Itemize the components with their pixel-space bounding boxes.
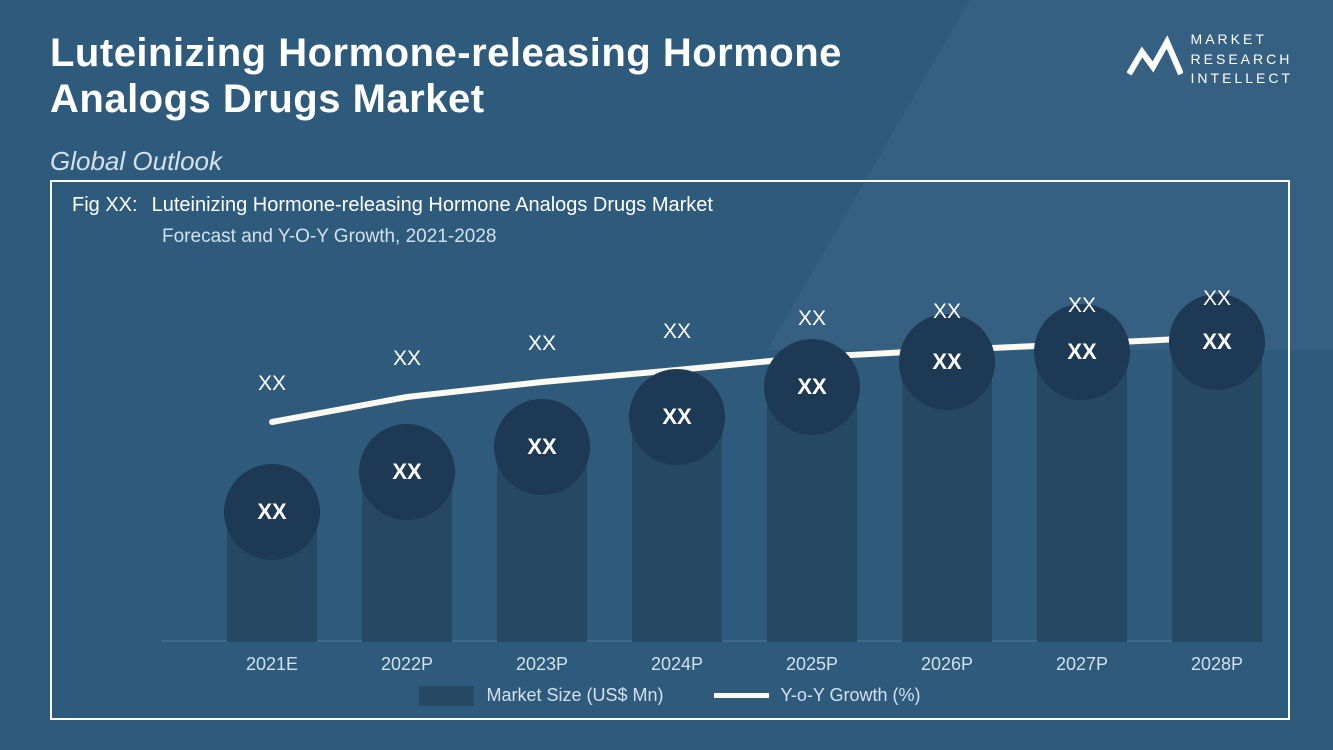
xaxis-label: 2027P	[1037, 654, 1127, 675]
chart-legend: Market Size (US$ Mn) Y-o-Y Growth (%)	[52, 685, 1288, 706]
xaxis-label: 2024P	[632, 654, 722, 675]
logo-text: MARKET RESEARCH INTELLECT	[1191, 30, 1293, 89]
chart-frame: Fig XX: Luteinizing Hormone-releasing Ho…	[50, 180, 1290, 720]
bar-group: XXXX	[1037, 352, 1127, 642]
logo: MARKET RESEARCH INTELLECT	[1127, 30, 1293, 89]
bar-group: XXXX	[362, 472, 452, 642]
chart-plot: XXXX2021EXXXX2022PXXXX2023PXXXX2024PXXXX…	[162, 262, 1262, 642]
line-value-label: XX	[227, 372, 317, 396]
page-subtitle: Global Outlook	[50, 146, 950, 177]
legend-item-bar: Market Size (US$ Mn)	[419, 685, 663, 706]
logo-text-3: INTELLECT	[1191, 69, 1293, 89]
xaxis-label: 2022P	[362, 654, 452, 675]
bar-group: XXXX	[227, 512, 317, 642]
legend-bar-swatch	[419, 686, 474, 706]
bar-value-circle: XX	[359, 424, 455, 520]
xaxis-label: 2023P	[497, 654, 587, 675]
line-value-label: XX	[362, 347, 452, 371]
bar-group: XXXX	[497, 447, 587, 642]
line-value-label: XX	[632, 320, 722, 344]
bar-value-circle: XX	[629, 369, 725, 465]
legend-bar-label: Market Size (US$ Mn)	[486, 685, 663, 706]
bar-value-circle: XX	[899, 314, 995, 410]
legend-line-swatch	[714, 693, 769, 698]
xaxis-label: 2021E	[227, 654, 317, 675]
bar-value-circle: XX	[1034, 304, 1130, 400]
bar-value-circle: XX	[764, 339, 860, 435]
logo-text-1: MARKET	[1191, 30, 1293, 50]
bar-group: XXXX	[1172, 342, 1262, 642]
xaxis-label: 2025P	[767, 654, 857, 675]
fig-title: Luteinizing Hormone-releasing Hormone An…	[152, 194, 713, 217]
bar-value-circle: XX	[224, 464, 320, 560]
line-value-label: XX	[767, 307, 857, 331]
bar-group: XXXX	[632, 417, 722, 642]
xaxis-label: 2026P	[902, 654, 992, 675]
xaxis-label: 2028P	[1172, 654, 1262, 675]
header: Luteinizing Hormone-releasing Hormone An…	[50, 30, 950, 177]
legend-line-label: Y-o-Y Growth (%)	[781, 685, 921, 706]
line-value-label: XX	[497, 332, 587, 356]
logo-text-2: RESEARCH	[1191, 50, 1293, 70]
fig-subtitle: Forecast and Y-O-Y Growth, 2021-2028	[162, 226, 496, 248]
bar-group: XXXX	[767, 387, 857, 642]
logo-icon	[1127, 34, 1183, 84]
bar-group: XXXX	[902, 362, 992, 642]
line-value-label: XX	[1172, 287, 1262, 311]
fig-label: Fig XX: Luteinizing Hormone-releasing Ho…	[72, 194, 713, 217]
line-value-label: XX	[1037, 294, 1127, 318]
line-value-label: XX	[902, 300, 992, 324]
legend-item-line: Y-o-Y Growth (%)	[714, 685, 921, 706]
bar-value-circle: XX	[494, 399, 590, 495]
page-title: Luteinizing Hormone-releasing Hormone An…	[50, 30, 950, 122]
fig-prefix: Fig XX:	[72, 194, 138, 217]
